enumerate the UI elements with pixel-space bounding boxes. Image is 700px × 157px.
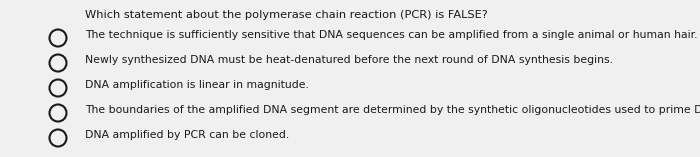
Text: DNA amplification is linear in magnitude.: DNA amplification is linear in magnitude…	[85, 80, 309, 90]
Text: The boundaries of the amplified DNA segment are determined by the synthetic olig: The boundaries of the amplified DNA segm…	[85, 105, 700, 115]
Text: Which statement about the polymerase chain reaction (PCR) is FALSE?: Which statement about the polymerase cha…	[85, 10, 488, 20]
Text: The technique is sufficiently sensitive that DNA sequences can be amplified from: The technique is sufficiently sensitive …	[85, 30, 697, 40]
Text: DNA amplified by PCR can be cloned.: DNA amplified by PCR can be cloned.	[85, 130, 289, 140]
Text: Newly synthesized DNA must be heat-denatured before the next round of DNA synthe: Newly synthesized DNA must be heat-denat…	[85, 55, 613, 65]
